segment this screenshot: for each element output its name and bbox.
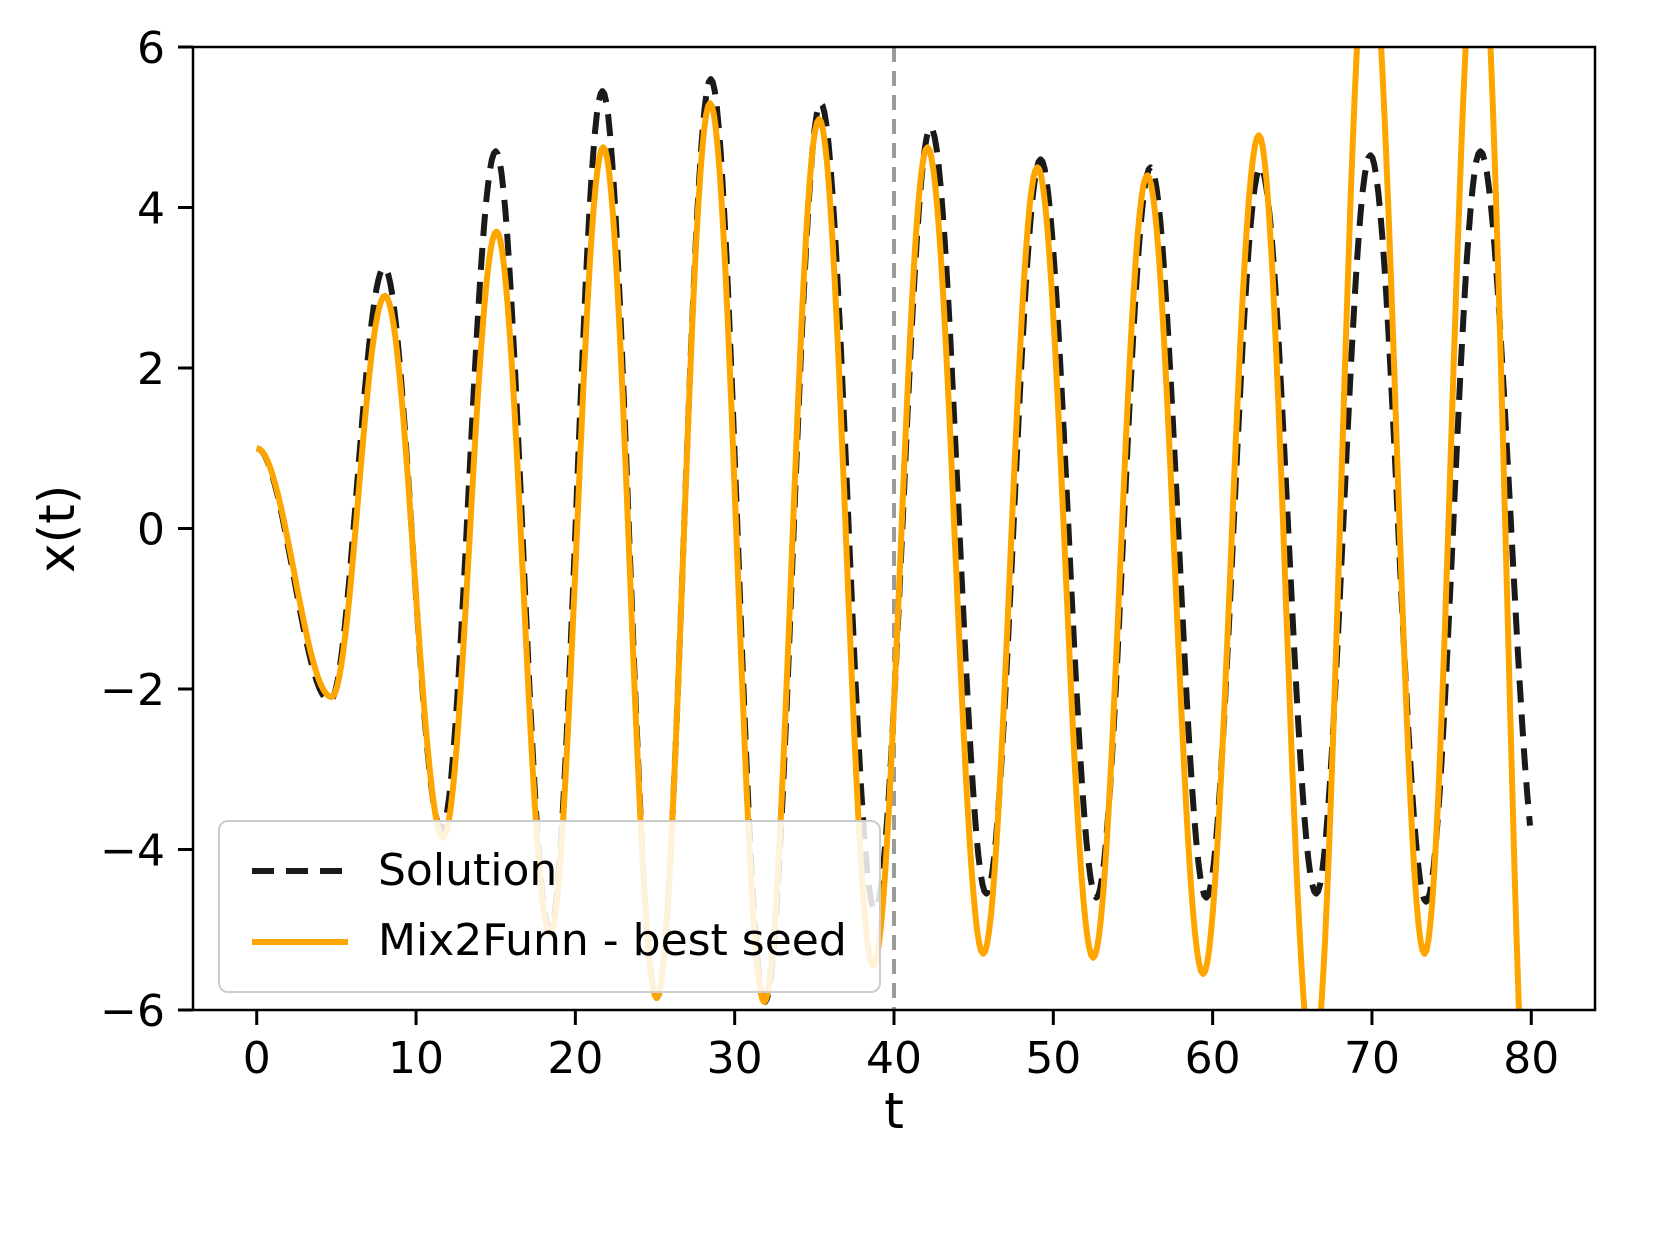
plot-area — [255, 47, 1533, 1010]
y-tick-label: 6 — [137, 23, 165, 74]
x-tick-label: 50 — [1025, 1033, 1081, 1084]
y-tick-label: 2 — [137, 344, 165, 395]
y-tick-label: 4 — [137, 184, 165, 235]
y-tick-label: −2 — [100, 665, 165, 716]
x-tick-label: 0 — [243, 1033, 271, 1084]
x-tick-label: 10 — [388, 1033, 444, 1084]
legend-item-solution: Solution — [252, 844, 847, 897]
x-tick-label: 70 — [1344, 1033, 1400, 1084]
x-tick-label: 40 — [866, 1033, 922, 1084]
legend-label-solution: Solution — [378, 844, 558, 896]
x-tick-label: 80 — [1503, 1033, 1559, 1084]
x-axis-label: t — [884, 1082, 904, 1140]
legend-item-mix2funn: Mix2Funn - best seed — [252, 916, 847, 967]
x-tick-label: 60 — [1185, 1033, 1241, 1084]
legend-label-mix2funn: Mix2Funn - best seed — [378, 915, 847, 967]
y-tick-label: 0 — [137, 505, 165, 556]
x-tick-label: 20 — [547, 1033, 603, 1084]
legend: Solution Mix2Funn - best seed — [218, 819, 881, 993]
series-line-mix2funn — [255, 47, 1522, 1010]
x-tick-label: 30 — [707, 1033, 763, 1084]
y-tick-label: −4 — [100, 826, 165, 877]
y-tick-label: −6 — [100, 986, 165, 1037]
legend-line-sample-mix2funn — [252, 938, 348, 945]
legend-line-sample-solution — [252, 868, 348, 875]
y-axis-label: x(t) — [28, 484, 86, 573]
